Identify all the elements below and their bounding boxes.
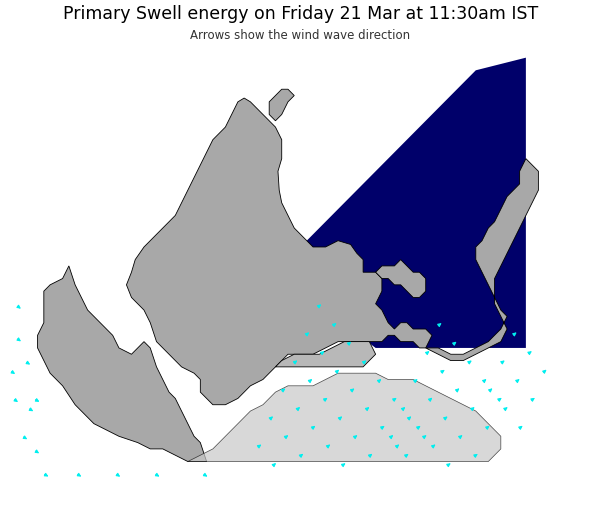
Text: Arrows show the wind wave direction: Arrows show the wind wave direction (191, 29, 410, 41)
Polygon shape (275, 342, 376, 367)
Polygon shape (188, 373, 501, 461)
Polygon shape (126, 98, 432, 404)
Polygon shape (426, 159, 538, 360)
Polygon shape (37, 266, 207, 461)
Polygon shape (275, 58, 526, 348)
Polygon shape (269, 89, 294, 121)
Polygon shape (376, 260, 426, 297)
Text: Primary Swell energy on Friday 21 Mar at 11:30am IST: Primary Swell energy on Friday 21 Mar at… (63, 6, 538, 24)
